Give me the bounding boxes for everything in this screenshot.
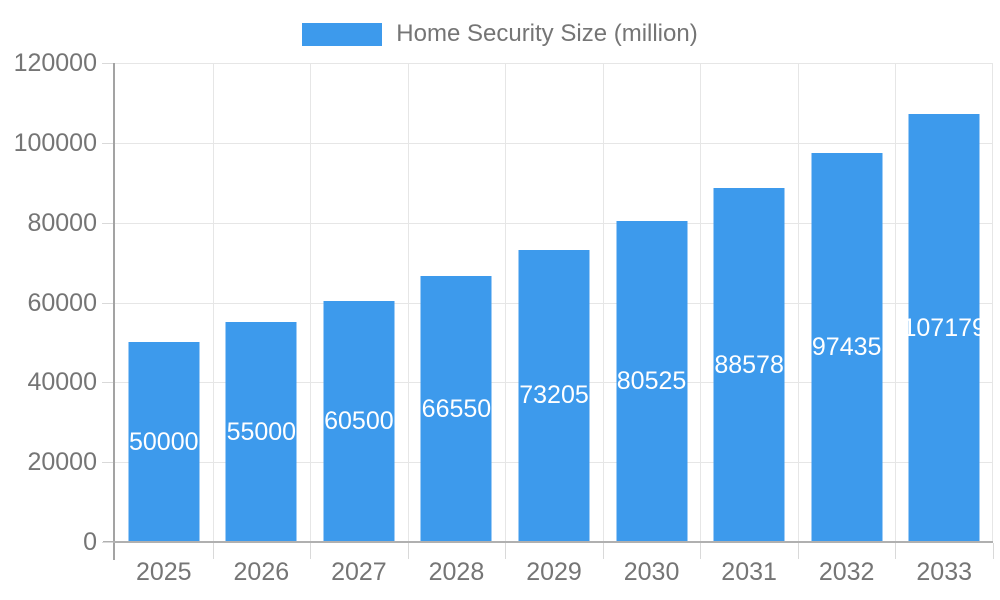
- v-gridline: [212, 63, 214, 542]
- x-axis-tick: [993, 543, 994, 559]
- v-gridline: [407, 63, 409, 542]
- y-axis-tick: [102, 222, 113, 224]
- x-axis-tick: [895, 543, 897, 559]
- legend-label: Home Security Size (million): [396, 20, 698, 47]
- x-axis-tick: [505, 543, 507, 559]
- v-gridline: [700, 63, 702, 542]
- x-axis-label: 2028: [428, 558, 485, 586]
- x-axis-label: 2025: [135, 558, 192, 586]
- bar-2027[interactable]: 60500: [323, 300, 395, 542]
- y-axis-tick: [102, 142, 113, 144]
- bar-value-label: 88578: [714, 350, 784, 379]
- x-axis-label: 2030: [623, 558, 680, 586]
- y-axis-tick: [102, 302, 113, 304]
- x-axis-label: 2033: [916, 558, 973, 586]
- v-gridline: [505, 63, 507, 542]
- chart-legend[interactable]: Home Security Size (million): [0, 20, 1000, 48]
- v-gridline: [602, 63, 604, 542]
- bar-2032[interactable]: 97435: [811, 153, 883, 542]
- h-gridline: [115, 63, 993, 64]
- v-gridline: [895, 63, 897, 542]
- x-axis-tick: [602, 543, 604, 559]
- bar-2028[interactable]: 66550: [420, 276, 492, 542]
- y-axis-tick: [102, 382, 113, 384]
- x-axis-tick: [212, 543, 214, 559]
- x-axis-label: 2031: [721, 558, 777, 586]
- y-axis-label: 80000: [27, 208, 97, 237]
- bar-2029[interactable]: 73205: [518, 249, 590, 542]
- v-gridline: [797, 63, 799, 542]
- y-axis-label: 60000: [27, 288, 97, 317]
- bar-2026[interactable]: 55000: [225, 322, 297, 542]
- y-axis-label: 40000: [27, 368, 97, 397]
- bar-2025[interactable]: 50000: [128, 342, 200, 542]
- bar-value-label: 97435: [811, 333, 882, 362]
- v-gridline: [992, 63, 993, 542]
- x-axis-tick: [700, 543, 702, 559]
- legend-swatch: [302, 22, 383, 46]
- bar-value-label: 50000: [129, 427, 199, 456]
- y-axis-line: [113, 63, 115, 560]
- x-axis-line: [103, 541, 993, 543]
- bar-value-label: 80525: [616, 366, 687, 395]
- plot-area: 50000 55000 60500 66550 73205 80525 88578 97435…: [115, 63, 993, 542]
- bar-2033[interactable]: 107179: [903, 114, 986, 542]
- bar-value-label: 107179: [902, 313, 986, 342]
- y-axis-tick: [102, 542, 113, 543]
- y-axis-label: 20000: [27, 448, 97, 477]
- y-axis-tick: [102, 63, 113, 64]
- h-gridline: [115, 142, 993, 144]
- y-axis-label: 0: [83, 528, 97, 556]
- bar-value-label: 66550: [421, 394, 492, 423]
- x-axis-tick: [310, 543, 312, 559]
- x-axis-label: 2032: [818, 558, 875, 586]
- y-axis-tick: [102, 462, 113, 464]
- bar-value-label: 55000: [226, 417, 297, 446]
- y-axis-label: 100000: [13, 128, 97, 157]
- x-axis-label: 2026: [233, 558, 290, 586]
- h-gridline: [115, 222, 993, 224]
- bar-value-label: 73205: [519, 381, 589, 410]
- v-gridline: [310, 63, 312, 542]
- y-axis-label: 120000: [13, 49, 97, 77]
- x-axis-label: 2029: [526, 558, 582, 586]
- x-axis-label: 2027: [331, 558, 387, 586]
- x-axis-tick: [797, 543, 799, 559]
- bar-2031[interactable]: 88578: [713, 188, 785, 542]
- bar-value-label: 60500: [324, 406, 394, 435]
- x-axis-tick: [407, 543, 409, 559]
- bar-2030[interactable]: 80525: [616, 220, 688, 542]
